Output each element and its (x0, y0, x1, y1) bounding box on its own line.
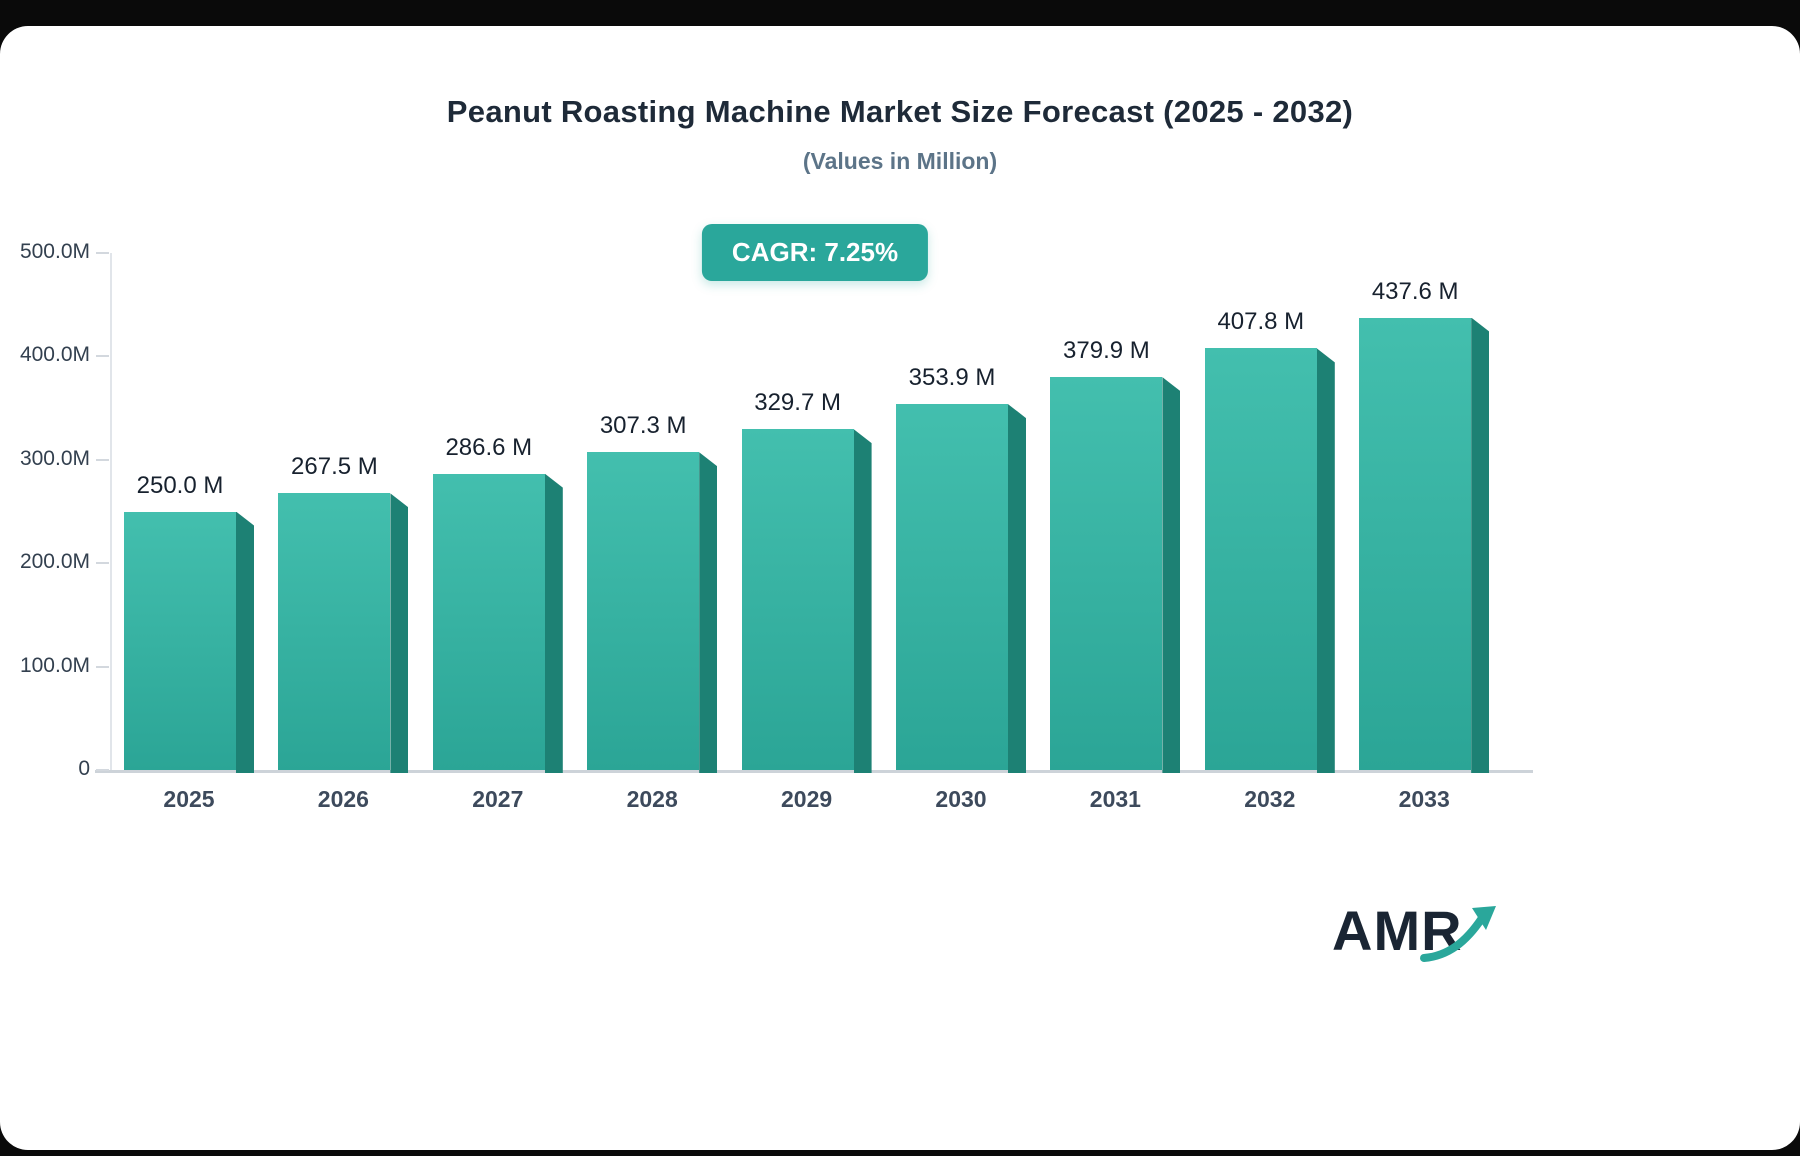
y-tick-mark (96, 355, 109, 358)
bar-side-face (544, 473, 563, 773)
x-axis-tick-label: 2028 (626, 786, 678, 812)
x-axis-tick-label: 2025 (163, 786, 215, 812)
bar-value-label: 379.9 M (1063, 337, 1150, 365)
chart-title: Peanut Roasting Machine Market Size Fore… (446, 94, 1354, 129)
bar-side-face (390, 493, 409, 773)
bar-side-face (699, 452, 718, 773)
bar (278, 493, 391, 770)
y-axis-tick-label: 300.0M (19, 446, 90, 470)
x-axis-tick-label: 2030 (935, 786, 987, 812)
bar-side-face (236, 511, 254, 773)
bar-side-face (1316, 348, 1335, 773)
y-axis-tick-label: 200.0M (19, 550, 90, 574)
x-axis-tick-label: 2033 (1398, 786, 1450, 812)
y-tick-mark (96, 665, 109, 668)
chart-subtitle: (Values in Million) (802, 148, 998, 174)
growth-arrow-icon (1420, 906, 1496, 962)
x-axis-tick-label: 2026 (317, 786, 369, 812)
bar (1050, 377, 1163, 770)
y-axis-tick-label: 0 (78, 757, 90, 780)
y-axis-tick-label: 100.0M (19, 653, 90, 677)
y-tick-mark (96, 252, 109, 254)
y-axis-tick-label: 500.0M (19, 240, 90, 263)
chart-card: Peanut Roasting Machine Market Size Fore… (0, 26, 1800, 1150)
x-axis-tick-label: 2029 (781, 786, 833, 812)
y-tick-mark (96, 458, 109, 461)
x-axis-tick-label: 2027 (472, 786, 524, 812)
bar-value-label: 267.5 M (291, 453, 378, 481)
bar (124, 511, 236, 770)
bar-value-label: 353.9 M (908, 364, 996, 392)
bar (741, 429, 854, 770)
bar-value-label: 250.0 M (136, 471, 224, 499)
bar-value-label: 286.6 M (445, 433, 533, 461)
cagr-badge: CAGR: 7.25% (701, 224, 929, 281)
bar (1359, 317, 1472, 770)
y-tick-mark (96, 769, 109, 771)
bar-side-face (1471, 317, 1490, 773)
x-axis-tick-label: 2032 (1244, 786, 1296, 812)
bar (1204, 348, 1317, 770)
bar-side-face (1162, 377, 1181, 773)
bar-value-label: 407.8 M (1217, 308, 1305, 336)
y-axis-line (110, 253, 112, 770)
bar-value-label: 329.7 M (754, 389, 841, 417)
bar-side-face (853, 429, 872, 773)
bar (587, 452, 700, 770)
bar (896, 404, 1008, 770)
y-axis-tick-label: 400.0M (19, 343, 90, 367)
x-axis-baseline (95, 770, 1533, 773)
bar-side-face (1008, 404, 1026, 773)
y-tick-mark (96, 562, 109, 565)
bar-chart-plot: 500.0M 400.0M 300.0M 200.0M 100.0M 0 250.0 M 20… (0, 26, 1800, 1150)
bar-value-label: 437.6 M (1371, 277, 1459, 305)
bar-value-label: 307.3 M (599, 412, 687, 440)
bar (432, 473, 545, 770)
x-axis-tick-label: 2031 (1089, 786, 1141, 812)
